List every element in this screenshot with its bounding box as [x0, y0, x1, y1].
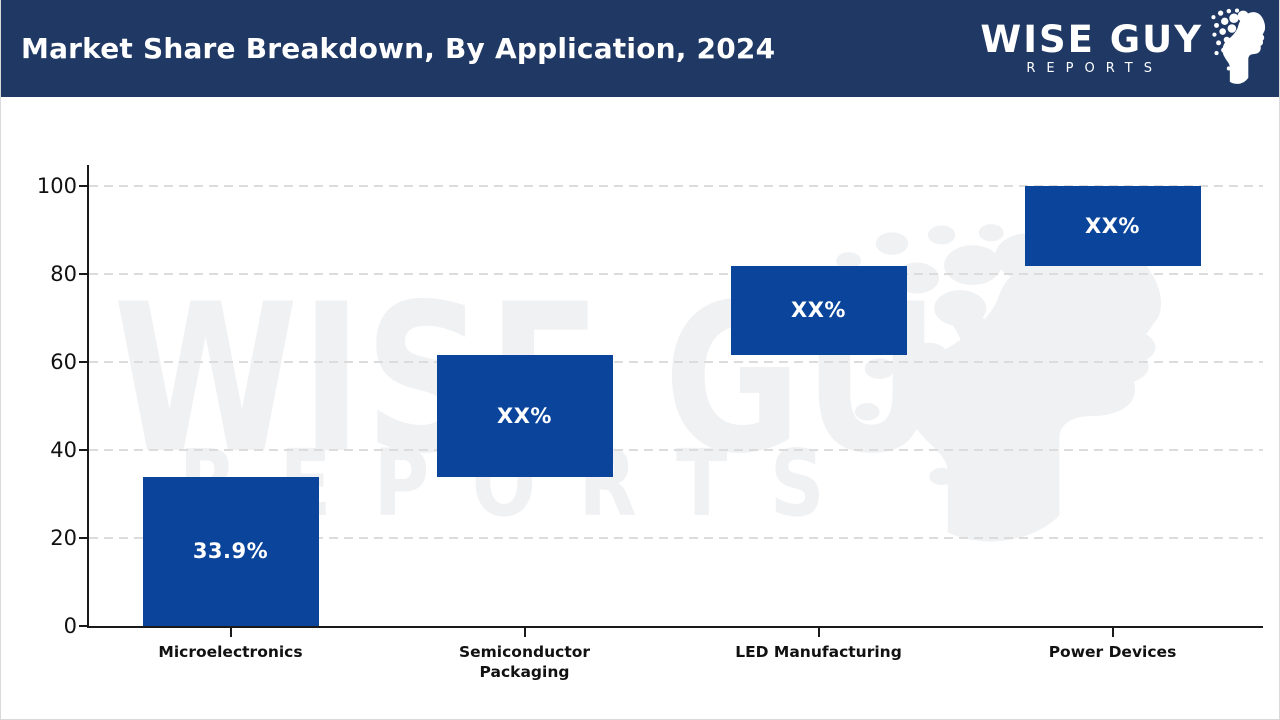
gridline-y-40 [89, 449, 1263, 451]
ytick-label-100: 100 [36, 174, 77, 198]
ytick-60 [79, 361, 89, 363]
bar-power-devices[interactable]: XX% [1024, 186, 1201, 266]
xtick-3 [1111, 628, 1114, 637]
ytick-100 [79, 185, 89, 187]
xtick-0 [229, 628, 232, 637]
logo-line1: WISE GUY [980, 18, 1203, 61]
logo-wordmark: WISE GUY REPORTS [980, 18, 1203, 77]
ytick-40 [79, 449, 89, 451]
bar-value-label: XX% [1085, 213, 1140, 238]
bar-semiconductor-packaging[interactable]: XX% [436, 354, 613, 477]
xtick-1 [523, 628, 526, 637]
bar-led-manufacturing[interactable]: XX% [730, 265, 907, 355]
ytick-80 [79, 273, 89, 275]
category-label-2: LED Manufacturing [735, 643, 902, 661]
ytick-label-20: 20 [50, 526, 77, 550]
header-bar: Market Share Breakdown, By Application, … [1, 0, 1279, 97]
bar-value-label: 33.9% [192, 539, 269, 564]
gridline-y-60 [89, 361, 1263, 363]
xtick-2 [817, 628, 820, 637]
bar-microelectronics[interactable]: 33.9% [142, 476, 319, 626]
ytick-label-40: 40 [50, 438, 77, 462]
logo-head-icon [1211, 8, 1266, 84]
gridline-y-20 [89, 537, 1263, 539]
x-axis-spine [87, 626, 1263, 628]
y-axis-spine [87, 165, 89, 628]
ytick-label-0: 0 [63, 614, 77, 638]
category-label-3: Power Devices [1048, 643, 1177, 661]
ytick-label-60: 60 [50, 350, 77, 374]
ytick-20 [79, 537, 89, 539]
category-label-0: Microelectronics [158, 643, 303, 661]
category-label-1: Semiconductor Packaging [458, 643, 591, 681]
logo-line2: REPORTS [1026, 61, 1163, 76]
chart-title: Market Share Breakdown, By Application, … [21, 32, 776, 65]
bar-value-label: XX% [791, 298, 846, 323]
ytick-0 [79, 625, 89, 627]
gridline-y-80 [89, 273, 1263, 275]
wiseguy-logo: WISE GUY REPORTS [980, 8, 1267, 90]
gridline-y-100 [89, 185, 1263, 187]
bar-value-label: XX% [497, 403, 552, 428]
ytick-label-80: 80 [50, 262, 77, 286]
